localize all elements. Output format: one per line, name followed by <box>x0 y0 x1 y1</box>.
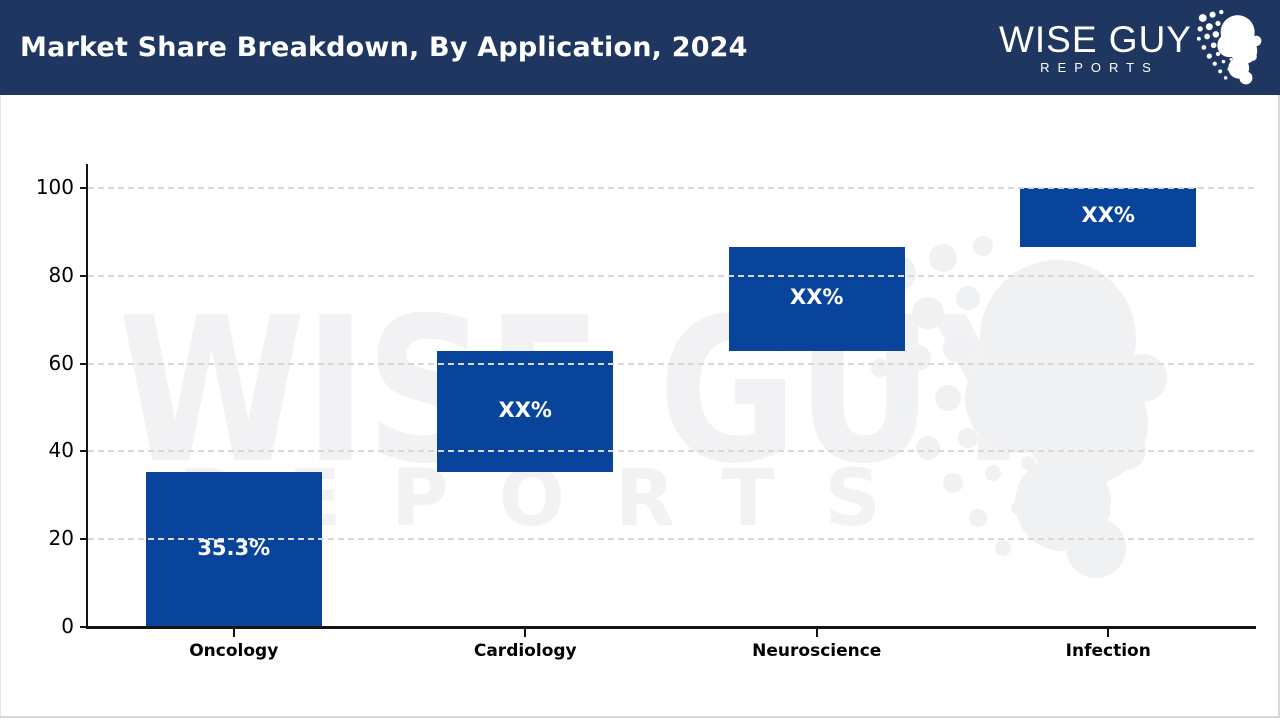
x-axis-label: Cardiology <box>473 641 577 661</box>
figure-border-right <box>1278 95 1280 718</box>
y-tick-label: 60 <box>48 350 74 375</box>
y-tick-label: 80 <box>48 262 74 287</box>
y-gridline-80 <box>88 274 1254 277</box>
figure-border-bottom <box>0 716 1280 718</box>
y-gridline-20 <box>88 538 1254 541</box>
wiseguy-logo: WISE GUY REPORTS <box>999 8 1266 88</box>
y-tick-label: 20 <box>48 526 74 551</box>
y-axis-line <box>86 164 88 628</box>
x-tick-mark <box>815 629 818 637</box>
x-tick-mark <box>1107 629 1110 637</box>
y-gridline-60 <box>88 362 1254 365</box>
bar-value-label: 35.3% <box>197 535 271 560</box>
y-tick-mark <box>80 450 88 453</box>
header: Market Share Breakdown, By Application, … <box>0 0 1280 95</box>
bar-oncology <box>145 472 322 627</box>
x-axis-line <box>86 626 1256 629</box>
chart-title: Market Share Breakdown, By Application, … <box>20 32 748 63</box>
y-tick-mark <box>80 538 88 541</box>
logo-text: WISE GUY REPORTS <box>998 18 1192 76</box>
bar-value-label: XX% <box>790 285 844 310</box>
y-tick-mark <box>80 187 88 189</box>
bar-infection <box>1020 188 1197 247</box>
x-axis-label: Oncology <box>189 641 279 661</box>
logo-wordmark: WISE GUY <box>998 18 1192 60</box>
y-gridline-100 <box>88 187 1254 189</box>
x-tick-mark <box>232 629 235 637</box>
y-tick-mark <box>80 626 88 628</box>
x-tick-mark <box>524 629 527 637</box>
y-tick-mark <box>80 274 88 277</box>
bar-neuroscience <box>728 246 905 352</box>
y-gridline-40 <box>88 450 1254 453</box>
y-tick-label: 100 <box>35 175 74 199</box>
figure-border-left <box>0 95 1 718</box>
y-tick-label: 40 <box>48 438 74 463</box>
logo-face-icon <box>1196 9 1262 84</box>
y-tick-label: 0 <box>61 614 74 638</box>
bar-value-label: XX% <box>1081 203 1135 228</box>
y-tick-mark <box>80 362 88 365</box>
x-axis-label: Infection <box>1065 641 1151 661</box>
bar-value-label: XX% <box>498 397 552 422</box>
logo-subtitle: REPORTS <box>1040 60 1159 76</box>
x-axis-label: Neuroscience <box>752 641 882 661</box>
